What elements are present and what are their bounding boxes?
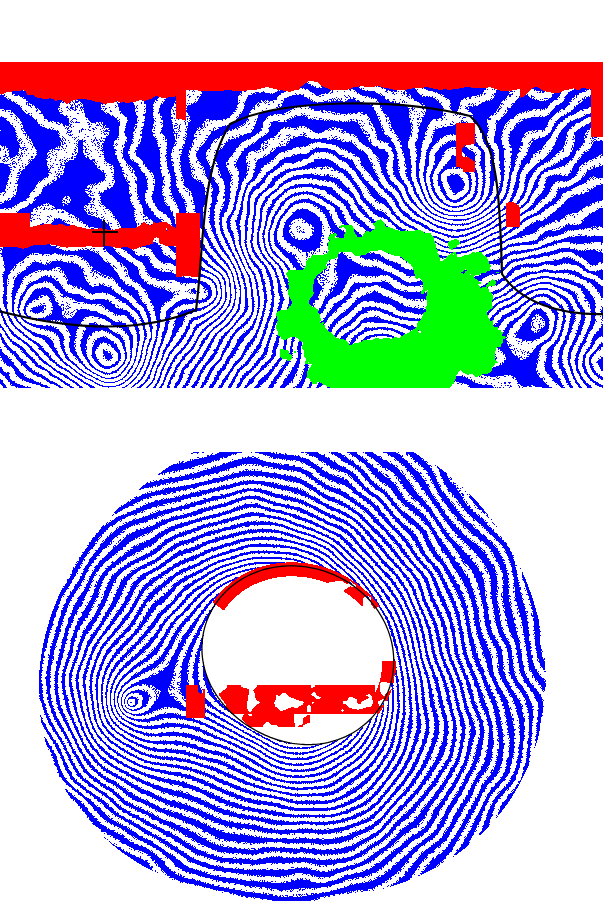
top-panel-canvas [0,62,603,388]
bottom-panel-canvas [0,452,603,911]
panel-bottom-polar [0,452,603,911]
panel-top-rectangular [0,62,603,388]
